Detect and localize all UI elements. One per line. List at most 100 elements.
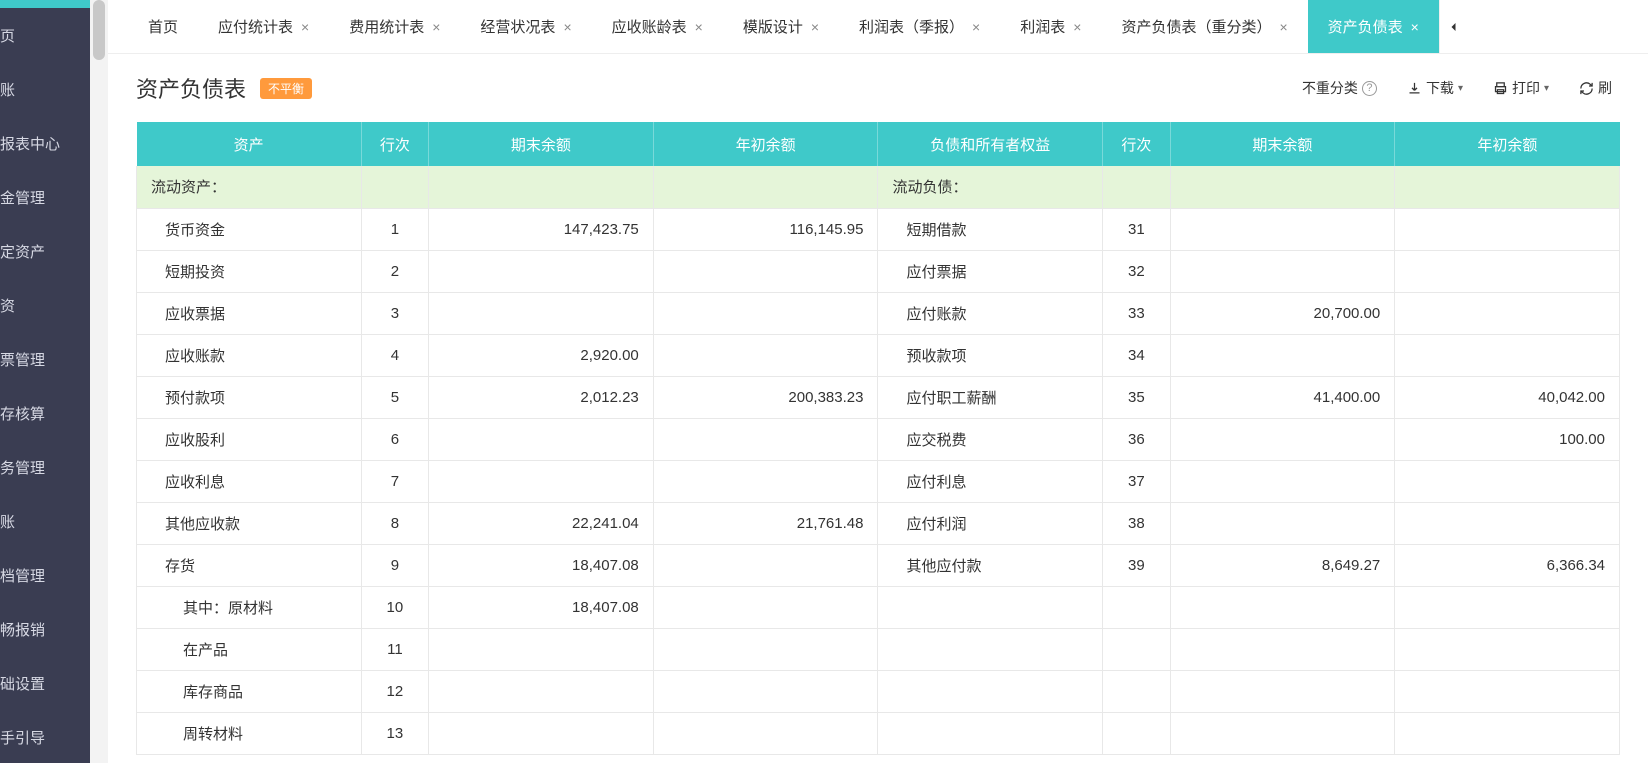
cell-begin2[interactable] xyxy=(1395,586,1620,628)
sidebar-item-report-center[interactable]: 报表中心 xyxy=(0,116,90,170)
cell-begin2[interactable] xyxy=(1395,250,1620,292)
cell-begin2[interactable]: 6,366.34 xyxy=(1395,544,1620,586)
refresh-action[interactable]: 刷 xyxy=(1571,78,1620,98)
cell-begin1[interactable] xyxy=(653,670,878,712)
cell-end2[interactable] xyxy=(1170,502,1395,544)
close-icon[interactable]: × xyxy=(301,19,309,35)
scrollbar-thumb[interactable] xyxy=(93,0,105,60)
sidebar-item-expense[interactable]: 畅报销 xyxy=(0,602,90,656)
cell-asset[interactable]: 应收票据 xyxy=(137,292,362,334)
cell-end1[interactable]: 2,920.00 xyxy=(429,334,654,376)
cell-liab[interactable] xyxy=(878,586,1103,628)
cell-liab[interactable]: 应付票据 xyxy=(878,250,1103,292)
sidebar-item-invoice-mgmt[interactable]: 票管理 xyxy=(0,332,90,386)
cell-end1[interactable] xyxy=(429,292,654,334)
tab-8[interactable]: 资产负债表（重分类）× xyxy=(1101,0,1307,53)
cell-asset[interactable]: 应收股利 xyxy=(137,418,362,460)
cell-end1[interactable] xyxy=(429,628,654,670)
tab-5[interactable]: 模版设计× xyxy=(723,0,839,53)
cell-begin2[interactable] xyxy=(1395,712,1620,754)
cell-liab[interactable] xyxy=(878,628,1103,670)
cell-end1[interactable] xyxy=(429,712,654,754)
reclassify-action[interactable]: 不重分类 ? xyxy=(1294,78,1385,98)
cell-end1[interactable]: 18,407.08 xyxy=(429,586,654,628)
cell-begin1[interactable] xyxy=(653,418,878,460)
cell-begin1[interactable]: 116,145.95 xyxy=(653,208,878,250)
cell-liab[interactable]: 其他应付款 xyxy=(878,544,1103,586)
cell-asset[interactable]: 其中：原材料 xyxy=(137,586,362,628)
cell-liab[interactable] xyxy=(878,712,1103,754)
cell-end2[interactable]: 41,400.00 xyxy=(1170,376,1395,418)
sidebar-item-fixed-asset[interactable]: 定资产 xyxy=(0,224,90,278)
cell-asset[interactable]: 存货 xyxy=(137,544,362,586)
close-icon[interactable]: × xyxy=(695,19,703,35)
cell-asset[interactable]: 在产品 xyxy=(137,628,362,670)
print-action[interactable]: 打印 ▾ xyxy=(1485,78,1557,98)
tab-6[interactable]: 利润表（季报）× xyxy=(839,0,1000,53)
cell-begin2[interactable] xyxy=(1395,670,1620,712)
sidebar-item-guide[interactable]: 手引导 xyxy=(0,710,90,763)
cell-liab[interactable]: 应付利润 xyxy=(878,502,1103,544)
cell-end2[interactable] xyxy=(1170,586,1395,628)
cell-liab[interactable]: 应付职工薪酬 xyxy=(878,376,1103,418)
cell-end1[interactable] xyxy=(429,250,654,292)
cell-end2[interactable] xyxy=(1170,250,1395,292)
tab-3[interactable]: 经营状况表× xyxy=(460,0,591,53)
sidebar-scrollbar[interactable] xyxy=(90,0,108,763)
close-icon[interactable]: × xyxy=(811,19,819,35)
sidebar-item-archive[interactable]: 档管理 xyxy=(0,548,90,602)
tab-2[interactable]: 费用统计表× xyxy=(329,0,460,53)
cell-end1[interactable]: 147,423.75 xyxy=(429,208,654,250)
cell-asset[interactable]: 其他应收款 xyxy=(137,502,362,544)
cell-end2[interactable] xyxy=(1170,418,1395,460)
tab-4[interactable]: 应收账龄表× xyxy=(592,0,723,53)
close-icon[interactable]: × xyxy=(432,19,440,35)
cell-begin2[interactable]: 100.00 xyxy=(1395,418,1620,460)
cell-liab[interactable]: 应付账款 xyxy=(878,292,1103,334)
cell-asset[interactable]: 应收账款 xyxy=(137,334,362,376)
sidebar-item-settings[interactable]: 础设置 xyxy=(0,656,90,710)
cell-asset[interactable]: 货币资金 xyxy=(137,208,362,250)
cell-asset[interactable]: 应收利息 xyxy=(137,460,362,502)
cell-begin2[interactable] xyxy=(1395,502,1620,544)
cell-end2[interactable] xyxy=(1170,460,1395,502)
cell-end2[interactable]: 20,700.00 xyxy=(1170,292,1395,334)
cell-begin1[interactable] xyxy=(653,292,878,334)
cell-begin1[interactable] xyxy=(653,712,878,754)
close-icon[interactable]: × xyxy=(972,19,980,35)
cell-end2[interactable] xyxy=(1170,334,1395,376)
cell-liab[interactable]: 预收款项 xyxy=(878,334,1103,376)
cell-liab[interactable] xyxy=(878,670,1103,712)
close-icon[interactable]: × xyxy=(563,19,571,35)
cell-asset[interactable]: 周转材料 xyxy=(137,712,362,754)
cell-begin2[interactable]: 40,042.00 xyxy=(1395,376,1620,418)
sidebar-item-asset[interactable]: 资 xyxy=(0,278,90,332)
cell-end1[interactable]: 2,012.23 xyxy=(429,376,654,418)
cell-end1[interactable] xyxy=(429,418,654,460)
sidebar-item-home[interactable]: 页 xyxy=(0,8,90,62)
close-icon[interactable]: × xyxy=(1073,19,1081,35)
cell-begin1[interactable] xyxy=(653,334,878,376)
cell-asset[interactable]: 库存商品 xyxy=(137,670,362,712)
tab-1[interactable]: 应付统计表× xyxy=(198,0,329,53)
cell-begin1[interactable]: 200,383.23 xyxy=(653,376,878,418)
cell-begin2[interactable] xyxy=(1395,460,1620,502)
cell-begin1[interactable]: 21,761.48 xyxy=(653,502,878,544)
tab-9[interactable]: 资产负债表× xyxy=(1308,0,1439,53)
help-icon[interactable]: ? xyxy=(1362,81,1377,96)
cell-begin2[interactable] xyxy=(1395,628,1620,670)
cell-end1[interactable] xyxy=(429,670,654,712)
cell-end2[interactable] xyxy=(1170,712,1395,754)
tab-7[interactable]: 利润表× xyxy=(1000,0,1101,53)
cell-asset[interactable]: 短期投资 xyxy=(137,250,362,292)
sidebar-item-inventory[interactable]: 存核算 xyxy=(0,386,90,440)
tab-0[interactable]: 首页 xyxy=(128,0,198,53)
cell-end2[interactable] xyxy=(1170,208,1395,250)
cell-begin1[interactable] xyxy=(653,460,878,502)
cell-end1[interactable]: 22,241.04 xyxy=(429,502,654,544)
cell-liab[interactable]: 短期借款 xyxy=(878,208,1103,250)
cell-end2[interactable]: 8,649.27 xyxy=(1170,544,1395,586)
cell-end1[interactable]: 18,407.08 xyxy=(429,544,654,586)
sidebar-item-biz-mgmt[interactable]: 务管理 xyxy=(0,440,90,494)
cell-end2[interactable] xyxy=(1170,670,1395,712)
